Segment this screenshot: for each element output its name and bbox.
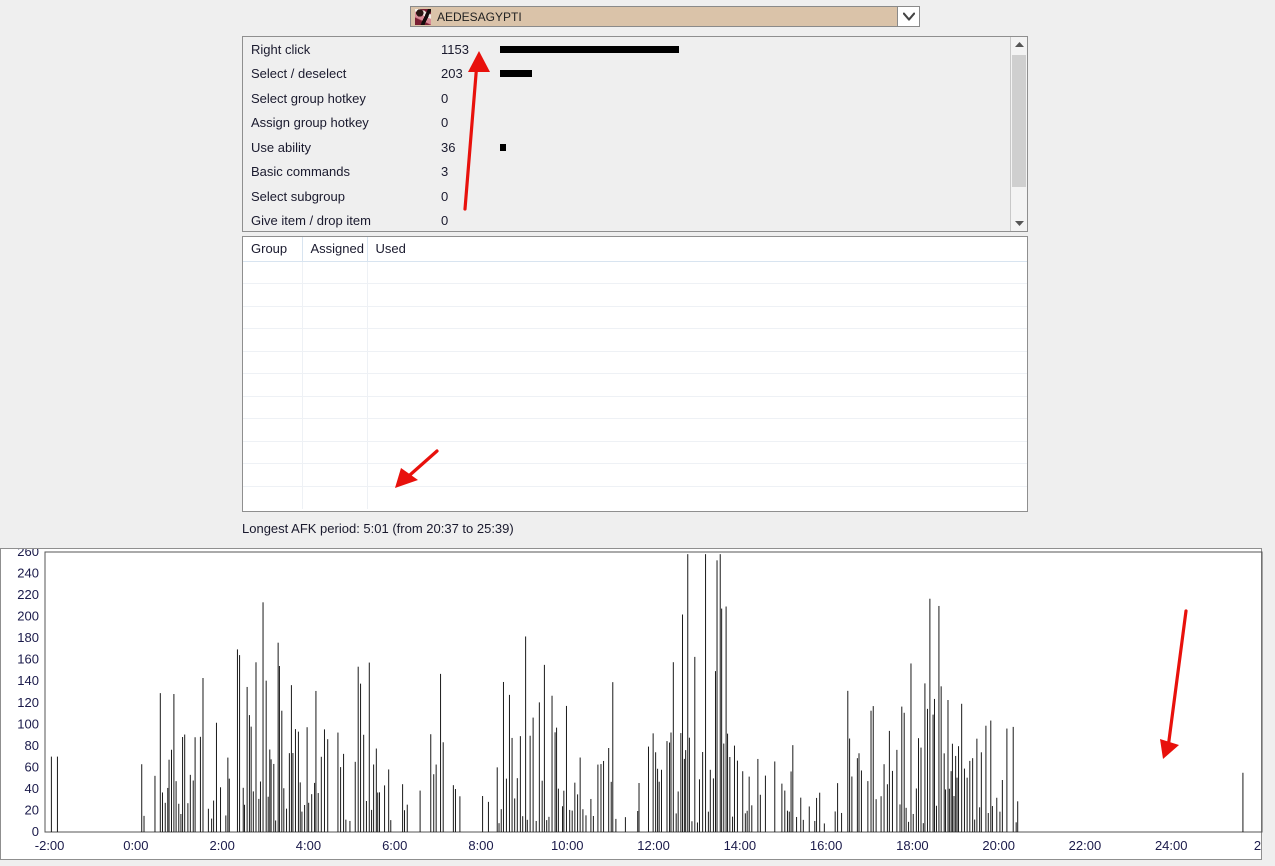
svg-text:22:00: 22:00: [1069, 838, 1102, 853]
svg-text:120: 120: [17, 695, 39, 710]
svg-text:140: 140: [17, 673, 39, 688]
svg-text:60: 60: [25, 759, 39, 774]
svg-text:18:00: 18:00: [896, 838, 929, 853]
svg-text:260: 260: [17, 549, 39, 559]
svg-text:220: 220: [17, 587, 39, 602]
svg-text:-2:00: -2:00: [35, 838, 65, 853]
svg-text:180: 180: [17, 630, 39, 645]
svg-text:2:00: 2:00: [210, 838, 235, 853]
svg-text:24:00: 24:00: [1155, 838, 1188, 853]
svg-text:40: 40: [25, 781, 39, 796]
svg-text:200: 200: [17, 609, 39, 624]
svg-text:80: 80: [25, 738, 39, 753]
svg-text:160: 160: [17, 652, 39, 667]
svg-text:20: 20: [25, 802, 39, 817]
svg-text:16:00: 16:00: [810, 838, 843, 853]
svg-text:240: 240: [17, 566, 39, 581]
svg-text:6:00: 6:00: [382, 838, 407, 853]
svg-text:20:00: 20:00: [982, 838, 1015, 853]
svg-text:10:00: 10:00: [551, 838, 584, 853]
svg-text:0: 0: [32, 824, 39, 839]
svg-text:14:00: 14:00: [724, 838, 757, 853]
svg-text:4:00: 4:00: [296, 838, 321, 853]
svg-text:12:00: 12:00: [637, 838, 670, 853]
svg-text:8:00: 8:00: [468, 838, 493, 853]
svg-text:2: 2: [1254, 838, 1261, 853]
svg-text:0:00: 0:00: [123, 838, 148, 853]
svg-text:100: 100: [17, 716, 39, 731]
